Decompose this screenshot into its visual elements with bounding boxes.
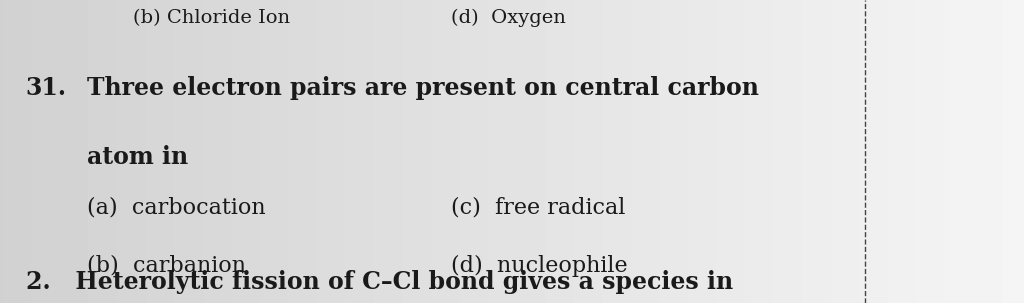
Text: 2.   Heterolytic fission of C–Cl bond gives a species in: 2. Heterolytic fission of C–Cl bond give… (26, 270, 733, 294)
Text: 31.: 31. (26, 76, 67, 100)
Text: (b)  carbanion: (b) carbanion (87, 255, 246, 277)
Text: (a)  carbocation: (a) carbocation (87, 197, 265, 219)
Text: Three electron pairs are present on central carbon: Three electron pairs are present on cent… (87, 76, 759, 100)
Text: (b) Chloride Ion: (b) Chloride Ion (133, 9, 290, 27)
Text: (c)  free radical: (c) free radical (451, 197, 625, 219)
Text: (d)  Oxygen: (d) Oxygen (451, 9, 565, 27)
Text: atom in: atom in (87, 145, 188, 169)
Text: (d)  nucleophile: (d) nucleophile (451, 255, 627, 277)
